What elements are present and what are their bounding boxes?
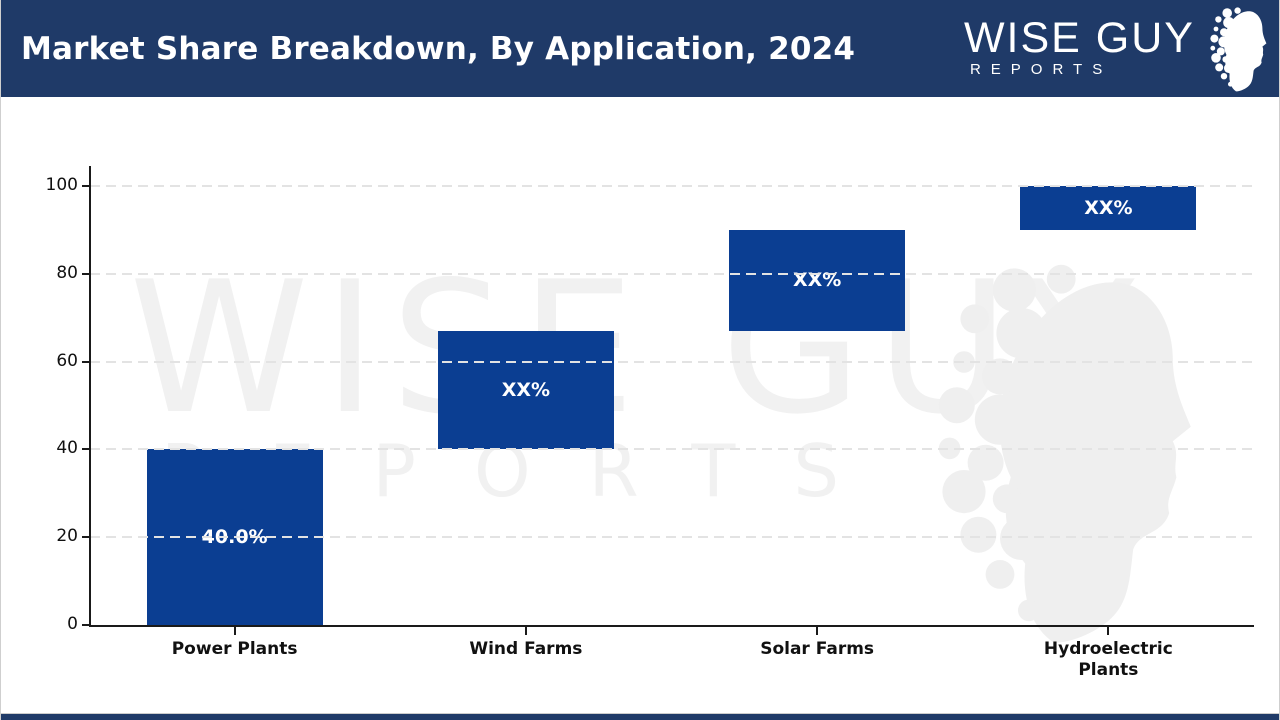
footer-band [1, 714, 1279, 720]
x-category-label: Wind Farms [469, 639, 583, 659]
y-tick-label: 40 [56, 438, 78, 459]
bar-value-label: XX% [792, 269, 842, 292]
y-axis-line [89, 166, 91, 627]
bar-wind-farms: XX% [437, 330, 614, 450]
y-tick-mark [82, 448, 89, 451]
y-tick-mark [82, 536, 89, 539]
grid-line [90, 448, 1254, 451]
grid-line [90, 185, 1254, 187]
header-band: Market Share Breakdown, By Application, … [1, 0, 1279, 97]
logo-text-wise-guy: WISE GUY [963, 14, 1195, 62]
y-tick-label: 60 [56, 350, 78, 371]
y-tick-label: 20 [56, 526, 78, 547]
bar-value-label: XX% [501, 379, 551, 402]
bar-value-label: XX% [1084, 196, 1133, 219]
x-category-label: Solar Farms [760, 639, 875, 659]
page-title: Market Share Breakdown, By Application, … [21, 30, 856, 67]
bar-hydroelectric-plants: XX% [1020, 186, 1197, 230]
watermark: WISE GUY REPORTS [1, 97, 1279, 716]
wise-guy-logo: WISE GUY REPORTS [964, 16, 1195, 78]
plot-area: 40.0% XX% XX% XX% [89, 166, 1254, 625]
watermark-head-icon [938, 264, 1191, 643]
grid-line [90, 272, 1254, 275]
x-axis-line [89, 625, 1254, 627]
logo-text-reports: REPORTS [969, 61, 1113, 78]
x-tick-mark [1107, 627, 1110, 635]
y-tick-mark [82, 185, 89, 187]
x-tick-mark [233, 627, 236, 635]
y-tick-label: 0 [67, 614, 78, 634]
logo-head-icon [1210, 7, 1267, 92]
bar-solar-farms: XX% [729, 229, 906, 331]
x-category-label: Hydroelectric Plants [1043, 639, 1173, 680]
y-tick-label: 80 [56, 262, 78, 283]
y-tick-mark [82, 360, 89, 363]
x-tick-mark [524, 627, 527, 635]
grid-line [90, 536, 1254, 539]
y-tick-mark [82, 272, 89, 275]
grid-line [90, 360, 1254, 363]
y-tick-mark [82, 624, 89, 626]
x-category-label: Power Plants [171, 639, 298, 659]
footer-divider [1, 713, 1279, 714]
x-tick-mark [816, 627, 819, 635]
y-tick-label: 100 [45, 175, 78, 195]
